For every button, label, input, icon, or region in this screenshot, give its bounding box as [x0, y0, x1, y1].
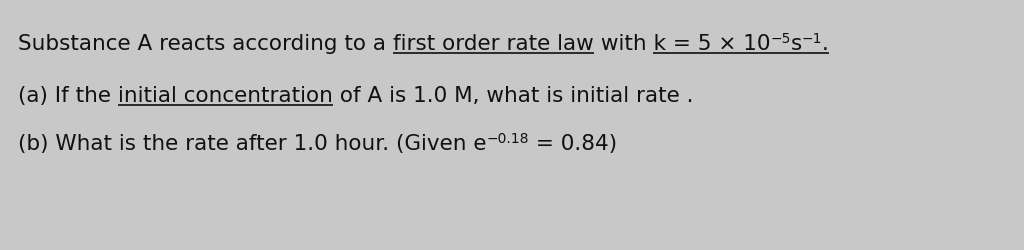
Text: initial concentration: initial concentration [118, 86, 333, 106]
Text: = 0.84): = 0.84) [529, 134, 617, 154]
Text: −1: −1 [802, 32, 822, 46]
Text: with k = 5 × 10: with k = 5 × 10 [594, 34, 770, 54]
Text: (b) What is the rate after 1.0 hour. (Given e: (b) What is the rate after 1.0 hour. (Gi… [18, 134, 486, 154]
Text: of A is 1.0 M, what is initial rate .: of A is 1.0 M, what is initial rate . [333, 86, 693, 106]
Text: s: s [791, 34, 802, 54]
Text: −0.18: −0.18 [486, 132, 529, 146]
Text: .: . [822, 34, 829, 54]
Text: −5: −5 [770, 32, 791, 46]
Text: Substance A reacts according to a: Substance A reacts according to a [18, 34, 393, 54]
Text: first order rate law: first order rate law [393, 34, 594, 54]
Text: (a) If the: (a) If the [18, 86, 118, 106]
